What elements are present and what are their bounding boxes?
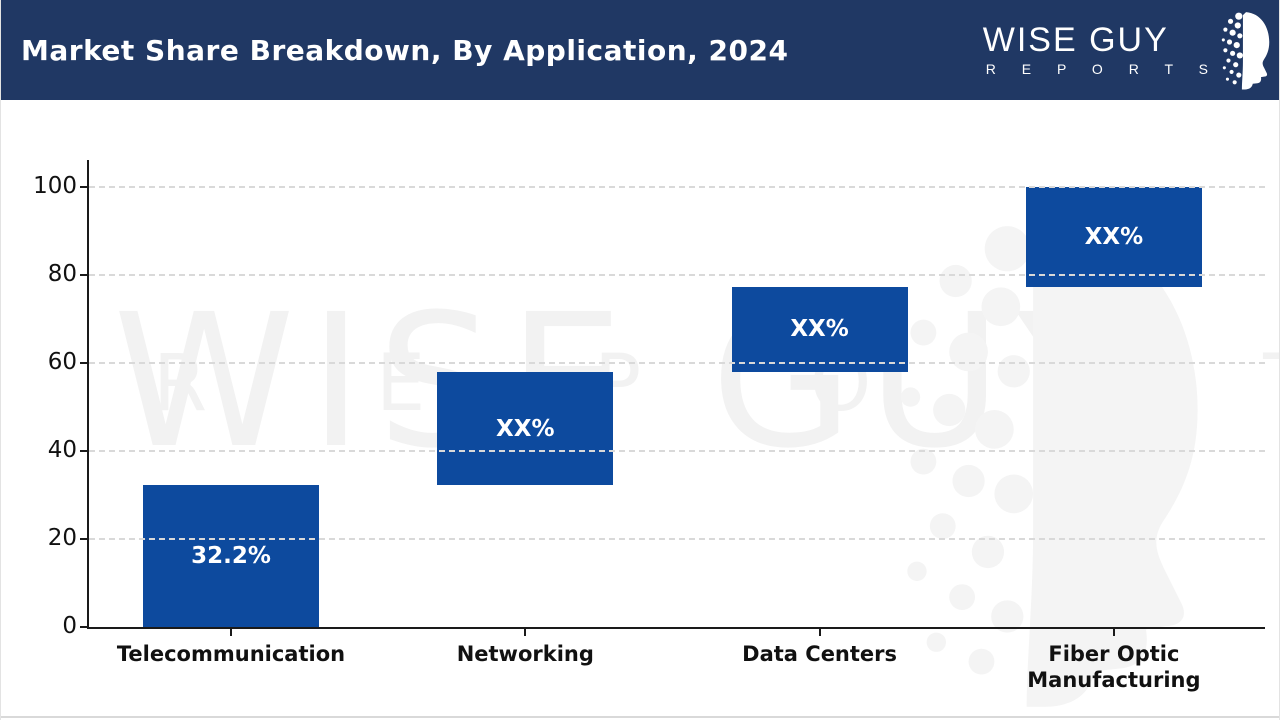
chart-title: Market Share Breakdown, By Application, …: [21, 33, 789, 67]
bar-segment: 32.2%: [143, 485, 319, 627]
wiseguy-face-icon: [1221, 12, 1270, 90]
logo-text: WISE GUY R E P O R T S: [983, 23, 1219, 77]
y-tick-label: 40: [47, 437, 77, 463]
y-tick-mark: [80, 186, 89, 188]
x-axis-spine: [87, 627, 1265, 629]
bar-value-label: XX%: [496, 415, 555, 442]
logo-wordmark: WISE GUY: [982, 21, 1169, 59]
y-tick-mark: [80, 274, 89, 276]
chart-canvas: WISE GUY R E P O R T S 32.2%Telecommunic…: [1, 100, 1279, 720]
y-tick-mark: [80, 626, 89, 628]
gridline: [89, 450, 1265, 452]
y-tick-label: 100: [33, 173, 77, 199]
x-tick-label: Networking: [456, 642, 594, 666]
bar-segment: XX%: [731, 286, 908, 372]
page-bottom-divider: [1, 716, 1279, 718]
y-tick-label: 60: [47, 349, 77, 375]
x-tick-label: Telecommunication: [116, 642, 346, 666]
x-tick-mark: [230, 627, 232, 636]
gridline: [89, 186, 1265, 188]
gridline: [89, 274, 1265, 276]
watermark-wordmark: WISE GUY: [113, 275, 1143, 489]
x-tick-label: Data Centers: [742, 642, 898, 666]
watermark-face-icon: [900, 222, 1198, 707]
bar-segment: XX%: [437, 371, 614, 486]
y-tick-label: 80: [47, 261, 77, 287]
bar-segment: XX%: [1025, 187, 1202, 287]
y-tick-label: 0: [62, 613, 77, 639]
x-tick-mark: [818, 627, 821, 636]
y-axis-spine: [87, 160, 89, 629]
bar-value-label: 32.2%: [191, 543, 271, 570]
header: Market Share Breakdown, By Application, …: [1, 0, 1279, 100]
y-tick-label: 20: [47, 525, 77, 551]
wiseguy-logo: WISE GUY R E P O R T S: [983, 6, 1271, 94]
y-tick-mark: [80, 538, 89, 540]
gridline: [89, 538, 1265, 540]
gridline: [89, 362, 1265, 364]
y-tick-mark: [80, 450, 89, 452]
x-tick-mark: [1112, 627, 1115, 636]
x-tick-label: Fiber Optic Manufacturing: [1027, 642, 1201, 693]
bar-value-label: XX%: [1084, 223, 1144, 250]
y-tick-mark: [80, 362, 89, 364]
logo-subtitle: R E P O R T S: [985, 61, 1219, 77]
bar-value-label: XX%: [790, 316, 849, 343]
x-tick-mark: [524, 627, 527, 636]
